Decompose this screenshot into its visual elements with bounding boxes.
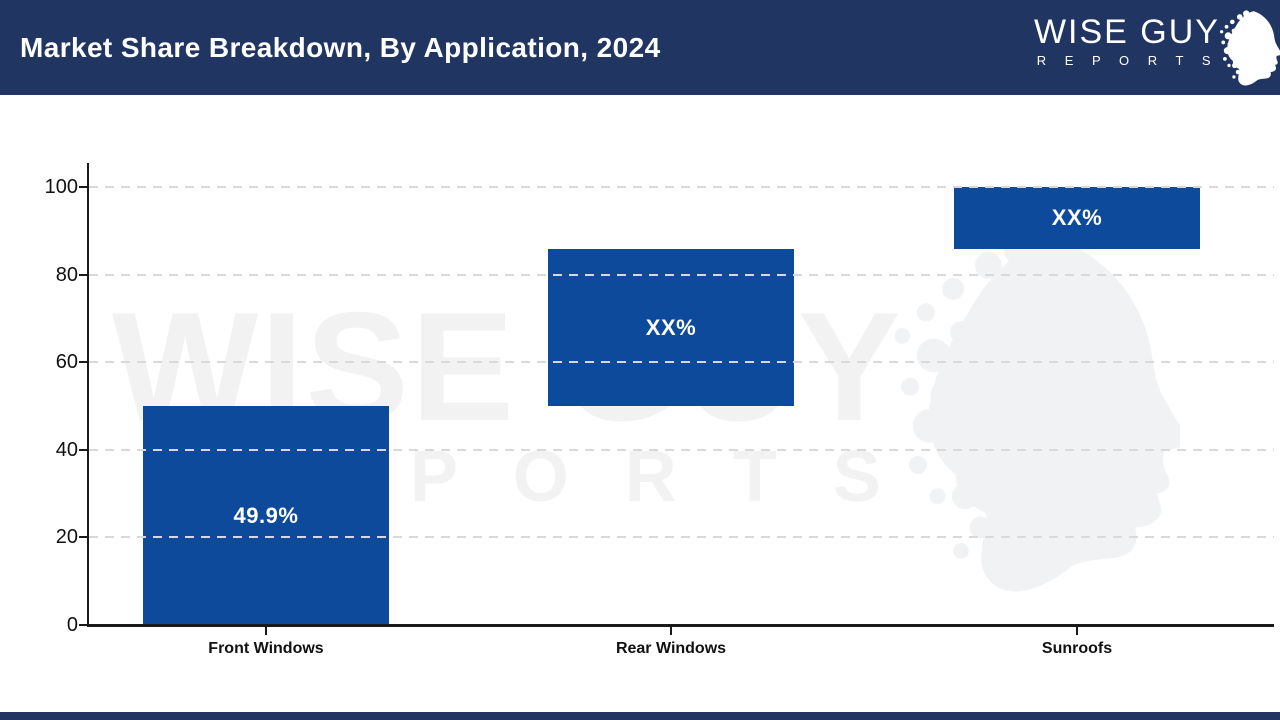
footer-bar <box>0 712 1280 720</box>
gridline-100 <box>89 186 1274 188</box>
y-tick-mark-20 <box>79 536 87 539</box>
gridline-20 <box>89 536 1274 539</box>
y-tick-mark-60 <box>79 361 87 364</box>
chart-title: Market Share Breakdown, By Application, … <box>20 31 661 63</box>
bar-value-label: XX% <box>645 314 697 340</box>
y-axis-spine <box>87 163 89 627</box>
y-tick-mark-0 <box>79 624 87 626</box>
x-category-label-0: Front Windows <box>208 640 324 657</box>
gridline-40 <box>89 448 1274 451</box>
bar-value-label: XX% <box>1051 204 1103 230</box>
x-category-label-2: Sunroofs <box>1041 640 1113 657</box>
y-tick-label-80: 80 <box>55 263 78 286</box>
watermark-head-logo <box>828 222 1180 614</box>
gridline-80 <box>89 273 1274 276</box>
y-tick-label-40: 40 <box>55 438 78 461</box>
logo-reports-text: R E P O R T S <box>1036 53 1218 68</box>
wise-guy-logo: WISE GUY R E P O R T S <box>1034 14 1220 68</box>
bar-front-windows: 49.9% <box>143 406 389 625</box>
x-tick-mark-1 <box>670 627 672 635</box>
bar-sunroofs: XX% <box>954 187 1200 249</box>
bar-rear-windows: XX% <box>548 248 794 407</box>
gridline-60 <box>89 361 1274 364</box>
y-tick-mark-40 <box>79 448 87 451</box>
y-tick-label-100: 100 <box>44 176 78 198</box>
y-tick-mark-80 <box>79 273 87 276</box>
y-tick-label-20: 20 <box>55 526 78 549</box>
y-tick-label-60: 60 <box>55 351 78 374</box>
x-tick-mark-0 <box>265 627 267 635</box>
y-tick-mark-100 <box>79 186 87 188</box>
header-bar: Market Share Breakdown, By Application, … <box>0 0 1280 95</box>
logo-head-icon <box>1206 7 1280 91</box>
y-tick-label-0: 0 <box>66 614 78 636</box>
x-axis-spine <box>87 624 1274 627</box>
x-category-label-1: Rear Windows <box>615 640 727 657</box>
bar-value-label: 49.9% <box>233 502 299 528</box>
x-tick-mark-2 <box>1076 627 1078 635</box>
logo-wiseguy-text: WISE GUY <box>1033 13 1220 51</box>
